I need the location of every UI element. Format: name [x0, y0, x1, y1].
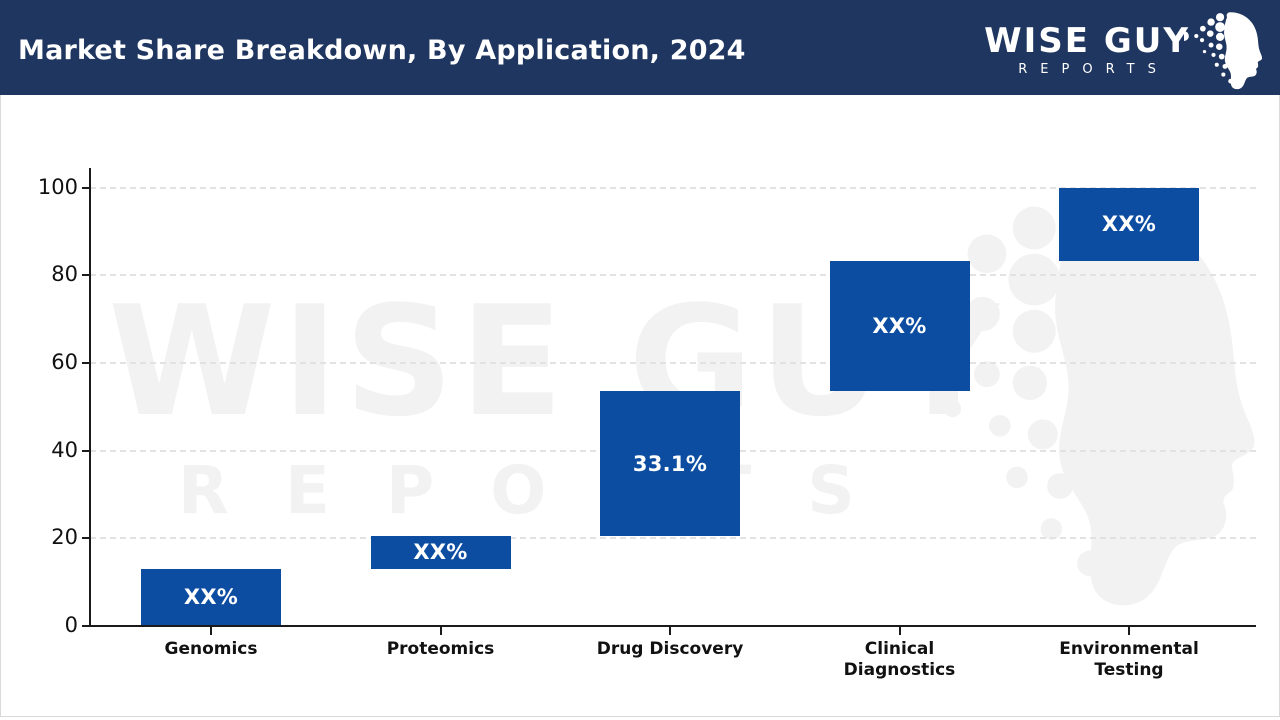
x-tick-label: Proteomics [386, 639, 495, 659]
bar-value-label: 33.1% [632, 451, 708, 476]
bar-value-label: XX% [413, 540, 468, 565]
y-tick-mark [82, 625, 90, 627]
y-tick-mark [82, 537, 90, 540]
x-tick-mark [439, 627, 442, 635]
bar-drug-discovery: 33.1% [600, 390, 740, 537]
header-bar: Market Share Breakdown, By Application, … [0, 0, 1280, 95]
y-tick-mark [82, 274, 90, 277]
y-axis-line [89, 168, 91, 627]
x-tick-label: Clinical Diagnostics [843, 639, 956, 680]
y-tick-label: 80 [51, 262, 78, 287]
y-tick-mark [82, 449, 90, 452]
x-tick-mark [898, 627, 901, 635]
brand-logo: WISE GUY REPORTS [984, 8, 1266, 92]
x-tick-label: Drug Discovery [596, 639, 744, 659]
brand-name: WISE GUY [984, 20, 1190, 61]
y-tick-label: 100 [37, 174, 78, 199]
y-tick-label: 60 [51, 349, 78, 374]
bar-clinical: XX% [829, 261, 970, 391]
x-tick-label: Environmental Testing [1059, 639, 1199, 680]
chart-title: Market Share Breakdown, By Application, … [18, 35, 746, 66]
grid-line-20 [90, 537, 1256, 540]
bar-value-label: XX% [183, 585, 239, 610]
bar-environmental: XX% [1059, 187, 1199, 262]
y-tick-mark [82, 186, 90, 189]
y-tick-label: 20 [51, 525, 78, 550]
x-axis-line [88, 625, 1256, 627]
bar-value-label: XX% [872, 314, 927, 339]
grid-line-60 [90, 361, 1256, 364]
x-tick-label: Genomics [164, 639, 258, 659]
bar-genomics: XX% [141, 568, 281, 626]
brand-wordmark: WISE GUY REPORTS [984, 23, 1190, 77]
watermark-brand-subtitle: REPORTS [178, 452, 911, 529]
y-tick-label: 0 [64, 613, 78, 637]
bar-proteomics: XX% [370, 536, 511, 569]
grid-line-100 [90, 186, 1256, 189]
y-tick-label: 40 [51, 437, 78, 462]
grid-line-80 [90, 274, 1256, 277]
x-tick-mark [210, 627, 212, 635]
x-tick-mark [1128, 627, 1130, 635]
brand-subtitle: REPORTS [1018, 61, 1169, 77]
y-tick-mark [82, 361, 90, 364]
bar-value-label: XX% [1101, 212, 1157, 237]
x-tick-mark [669, 627, 671, 635]
